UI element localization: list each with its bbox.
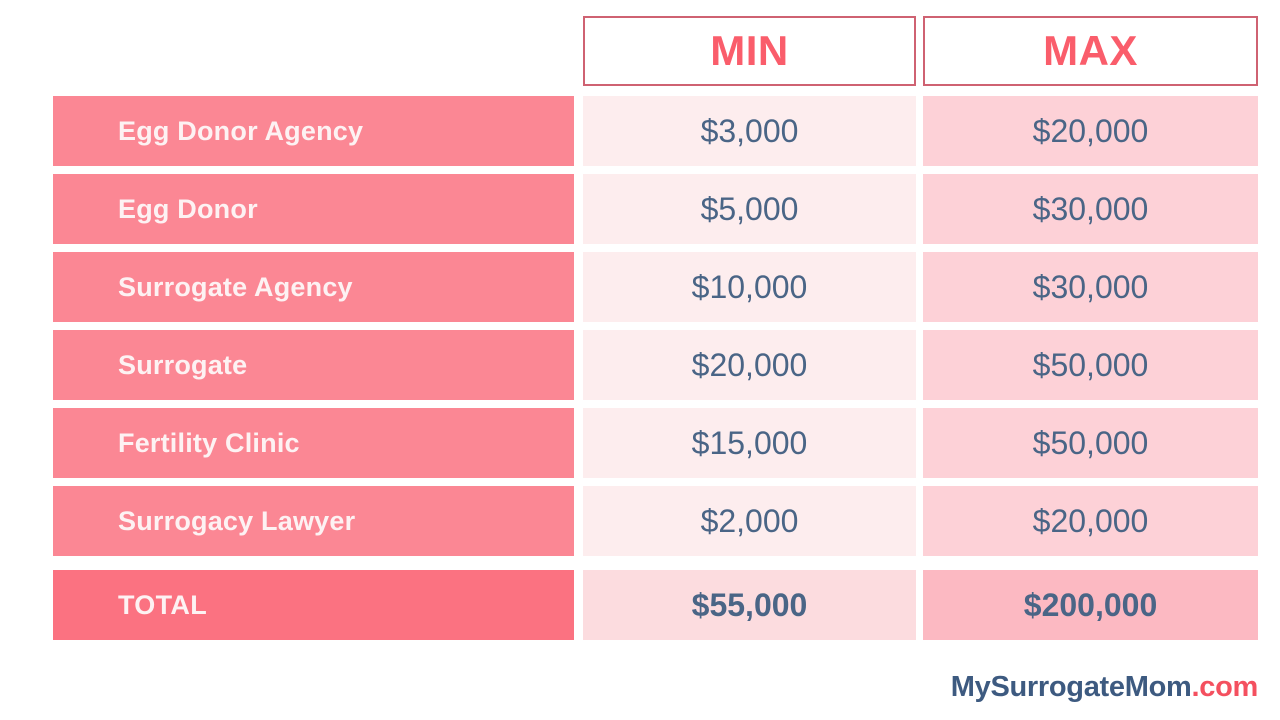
- row-label: Fertility Clinic: [118, 427, 300, 458]
- row-min-cell: $15,000: [583, 408, 916, 478]
- row-min-value: $55,000: [691, 586, 808, 623]
- row-label-cell: Surrogate Agency: [53, 252, 574, 322]
- table-row-total: TOTAL $55,000 $200,000: [0, 570, 1280, 640]
- logo-brand-text: MySurrogateMom: [950, 671, 1192, 703]
- row-label-cell: Surrogacy Lawyer: [53, 486, 574, 556]
- table-row: Surrogacy Lawyer $2,000 $20,000: [0, 486, 1280, 556]
- row-label: Egg Donor: [118, 193, 258, 224]
- column-header-min: MIN: [583, 16, 916, 86]
- row-min-cell: $5,000: [583, 174, 916, 244]
- row-label: Surrogate Agency: [118, 271, 353, 302]
- row-max-cell: $30,000: [923, 252, 1258, 322]
- row-label: Surrogate: [118, 349, 248, 380]
- row-label: TOTAL: [118, 589, 207, 620]
- row-max-value: $30,000: [1032, 268, 1149, 305]
- row-min-cell: $2,000: [583, 486, 916, 556]
- row-min-cell: $20,000: [583, 330, 916, 400]
- row-max-cell: $20,000: [923, 96, 1258, 166]
- table-row: Egg Donor $5,000 $30,000: [0, 174, 1280, 244]
- row-max-value: $50,000: [1032, 424, 1149, 461]
- table-row: Surrogate Agency $10,000 $30,000: [0, 252, 1280, 322]
- table-row: Egg Donor Agency $3,000 $20,000: [0, 96, 1280, 166]
- row-min-value: $5,000: [700, 190, 799, 227]
- row-max-value: $200,000: [1023, 586, 1158, 623]
- row-min-cell: $10,000: [583, 252, 916, 322]
- row-label-cell: Egg Donor: [53, 174, 574, 244]
- row-max-cell: $200,000: [923, 570, 1258, 640]
- row-max-cell: $50,000: [923, 330, 1258, 400]
- row-label-cell: TOTAL: [53, 570, 574, 640]
- row-label-cell: Egg Donor Agency: [53, 96, 574, 166]
- row-max-cell: $20,000: [923, 486, 1258, 556]
- table-row: Fertility Clinic $15,000 $50,000: [0, 408, 1280, 478]
- column-header-min-label: MIN: [710, 27, 789, 74]
- row-max-value: $20,000: [1032, 502, 1149, 539]
- site-logo: MySurrogateMom.com: [950, 671, 1259, 704]
- row-min-value: $10,000: [691, 268, 808, 305]
- row-label-cell: Surrogate: [53, 330, 574, 400]
- table-header-row: MIN MAX: [0, 0, 1280, 92]
- row-label: Surrogacy Lawyer: [118, 505, 356, 536]
- surrogacy-cost-table: MIN MAX Egg Donor Agency $3,000 $20,000 …: [0, 0, 1280, 640]
- row-max-value: $20,000: [1032, 112, 1149, 149]
- column-header-max: MAX: [923, 16, 1258, 86]
- row-max-cell: $30,000: [923, 174, 1258, 244]
- row-min-value: $15,000: [691, 424, 808, 461]
- row-min-cell: $3,000: [583, 96, 916, 166]
- table-row: Surrogate $20,000 $50,000: [0, 330, 1280, 400]
- row-max-value: $30,000: [1032, 190, 1149, 227]
- row-min-cell: $55,000: [583, 570, 916, 640]
- row-min-value: $2,000: [700, 502, 799, 539]
- row-min-value: $20,000: [691, 346, 808, 383]
- row-max-value: $50,000: [1032, 346, 1149, 383]
- logo-tld-text: .com: [1191, 671, 1259, 703]
- column-header-max-label: MAX: [1043, 27, 1138, 74]
- row-label: Egg Donor Agency: [118, 115, 364, 146]
- row-max-cell: $50,000: [923, 408, 1258, 478]
- row-label-cell: Fertility Clinic: [53, 408, 574, 478]
- row-min-value: $3,000: [700, 112, 799, 149]
